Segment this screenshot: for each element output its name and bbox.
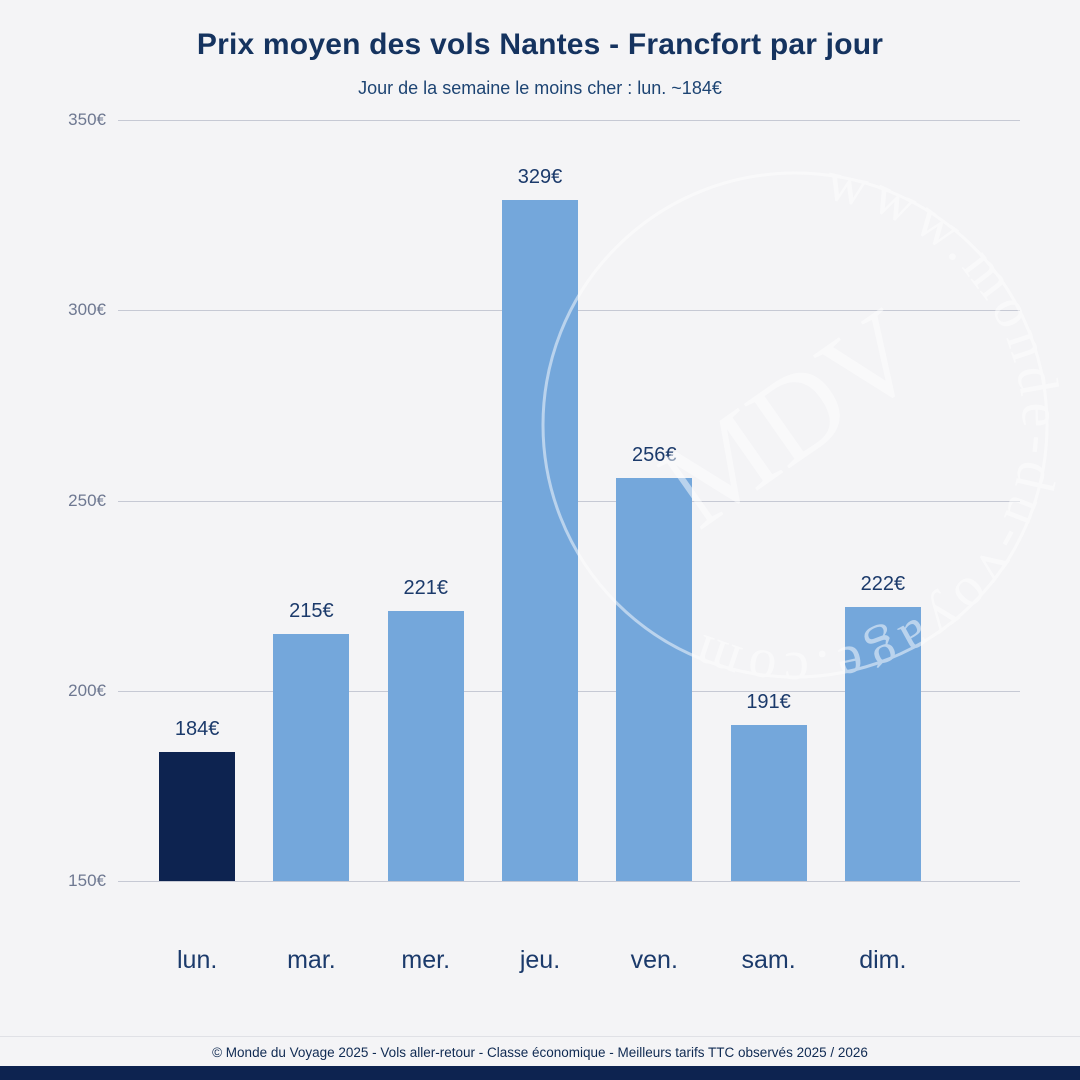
bar-value-label: 184€ (174, 717, 220, 740)
x-axis-label: sam. (741, 946, 796, 974)
bar-mer (387, 610, 464, 881)
gridline (118, 120, 1020, 121)
chart-title: Prix moyen des vols Nantes - Francfort p… (196, 28, 884, 61)
gridline (118, 881, 1020, 882)
bar-value-label: 215€ (289, 599, 334, 622)
bar-value-label: 222€ (860, 573, 906, 596)
bar-value-label: 191€ (746, 690, 791, 713)
bar-mar (273, 633, 350, 881)
y-axis-tick-label: 250€ (68, 490, 106, 510)
footer-text: © Monde du Voyage 2025 - Vols aller-reto… (212, 1044, 868, 1060)
x-axis-label: dim. (859, 946, 907, 974)
x-axis-label: lun. (176, 946, 218, 974)
bar-value-label: 256€ (632, 443, 677, 466)
bar-ven (616, 477, 693, 881)
footer-accent-bar (0, 1066, 1080, 1080)
y-axis-tick-label: 200€ (68, 680, 106, 700)
x-axis-label: mer. (401, 946, 451, 974)
y-axis-tick-label: 300€ (68, 300, 106, 320)
y-axis-tick-label: 350€ (68, 110, 106, 129)
bar-sam (730, 724, 807, 881)
y-axis-tick-label: 150€ (68, 871, 106, 890)
x-axis-label: mar. (287, 946, 336, 974)
x-axis-label: jeu. (519, 946, 561, 974)
bar-jeu (502, 199, 578, 881)
bar-value-label: 329€ (517, 165, 563, 188)
x-axis-label: ven. (630, 946, 678, 974)
bar-value-label: 221€ (403, 576, 448, 599)
chart-subtitle: Jour de la semaine le moins cher : lun. … (358, 78, 722, 98)
bar-dim (844, 607, 921, 881)
footer: © Monde du Voyage 2025 - Vols aller-reto… (0, 1036, 1080, 1067)
bar-lun (159, 751, 236, 881)
